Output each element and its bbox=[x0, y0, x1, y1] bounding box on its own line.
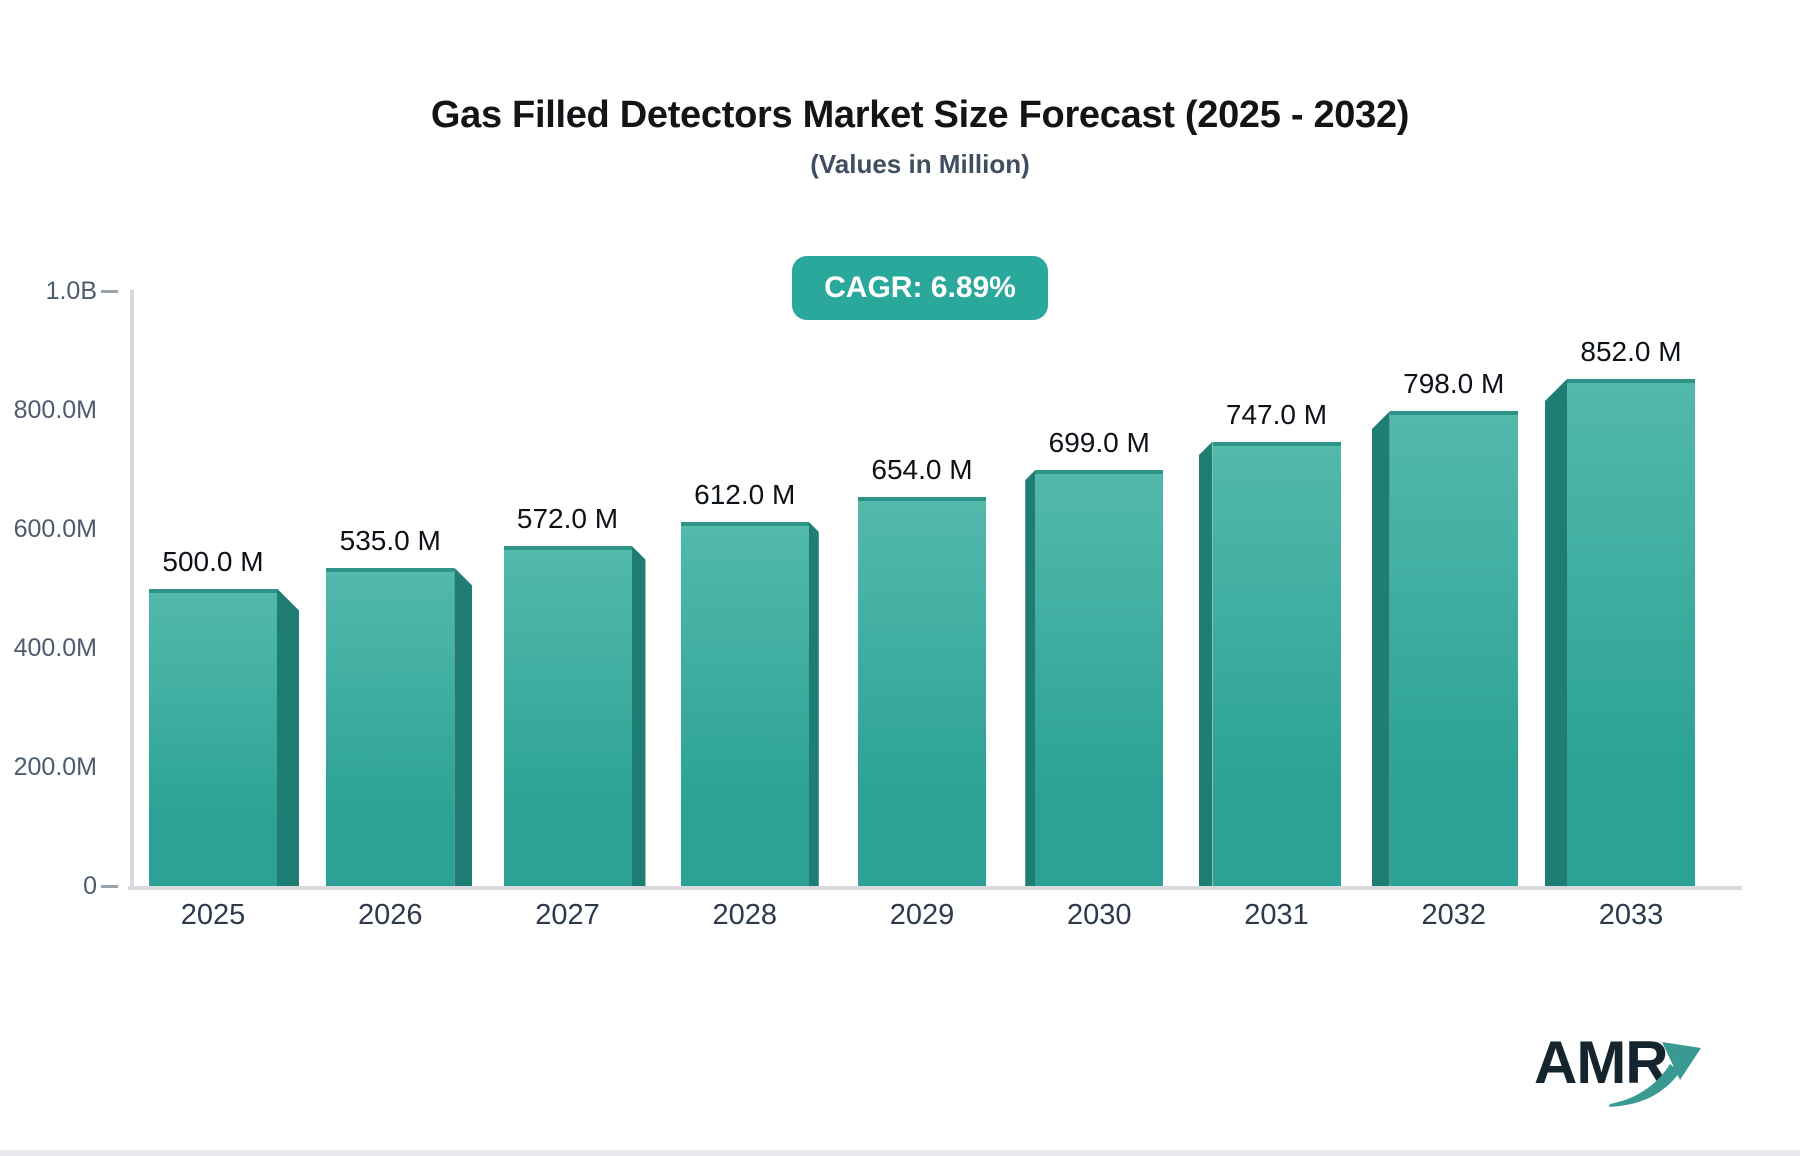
bar-3d-side bbox=[631, 545, 646, 886]
bar bbox=[503, 545, 632, 886]
x-axis-tick-label: 2030 bbox=[1066, 899, 1132, 931]
bar-value-label: 500.0 M bbox=[162, 545, 264, 577]
x-axis-tick-label: 2028 bbox=[712, 899, 777, 931]
bar bbox=[858, 496, 986, 886]
x-axis-tick-label: 2033 bbox=[1598, 899, 1664, 931]
x-axis-tick-label: 2025 bbox=[180, 899, 246, 931]
bar-3d-side bbox=[808, 521, 819, 886]
y-axis-tick-label: 400.0M bbox=[13, 634, 97, 662]
bar-value-label: 572.0 M bbox=[516, 502, 619, 534]
y-axis-line bbox=[130, 290, 134, 887]
y-axis-tick-label: 200.0M bbox=[13, 753, 97, 781]
bar-3d-side bbox=[1025, 470, 1036, 886]
y-axis-tick-label: 1.0B bbox=[45, 277, 97, 305]
bar-value-label: 798.0 M bbox=[1403, 368, 1505, 400]
bar bbox=[1389, 411, 1518, 886]
bar-value-label: 535.0 M bbox=[339, 524, 441, 556]
bar-3d-side bbox=[1371, 411, 1390, 886]
x-axis-tick-label: 2031 bbox=[1244, 899, 1309, 931]
bar-3d-side bbox=[454, 567, 473, 886]
bar-value-label: 747.0 M bbox=[1225, 398, 1328, 430]
bar-value-label: 852.0 M bbox=[1580, 336, 1682, 368]
x-axis-tick-label: 2026 bbox=[357, 899, 423, 931]
bar bbox=[1035, 470, 1164, 886]
amr-logo-arrow-icon bbox=[1609, 1042, 1701, 1107]
chart-title: Gas Filled Detectors Market Size Forecas… bbox=[430, 94, 1410, 136]
bar-3d-side bbox=[277, 588, 299, 886]
y-axis-tick-mark bbox=[101, 289, 118, 293]
bar-value-label: 699.0 M bbox=[1048, 427, 1150, 459]
y-axis-tick-label: 0 bbox=[83, 872, 97, 900]
bar bbox=[326, 567, 455, 886]
bar-value-label: 612.0 M bbox=[694, 478, 796, 510]
amr-logo: AMR bbox=[1528, 1026, 1728, 1116]
bottom-edge-strip bbox=[0, 1150, 1800, 1156]
bar bbox=[149, 588, 277, 886]
bar bbox=[1567, 379, 1695, 886]
chart-header: Gas Filled Detectors Market Size Forecas… bbox=[130, 0, 1710, 320]
x-axis-tick-label: 2029 bbox=[889, 899, 955, 931]
bar-3d-side bbox=[1198, 441, 1213, 886]
chart-subtitle: (Values in Million) bbox=[810, 149, 1030, 179]
y-axis-tick-label: 600.0M bbox=[13, 515, 97, 543]
y-axis-tick-label: 800.0M bbox=[13, 396, 97, 424]
cagr-badge: CAGR: 6.89% bbox=[792, 256, 1048, 320]
y-axis-tick-mark bbox=[101, 884, 118, 888]
x-axis-tick-label: 2027 bbox=[535, 899, 600, 931]
bar bbox=[1212, 441, 1341, 886]
x-axis-line bbox=[128, 886, 1742, 890]
x-axis-tick-label: 2032 bbox=[1421, 899, 1486, 931]
bar-3d-side bbox=[1545, 379, 1567, 886]
bar bbox=[680, 521, 809, 886]
bar-value-label: 654.0 M bbox=[871, 453, 973, 485]
amr-logo-text: AMR bbox=[1534, 1029, 1669, 1096]
